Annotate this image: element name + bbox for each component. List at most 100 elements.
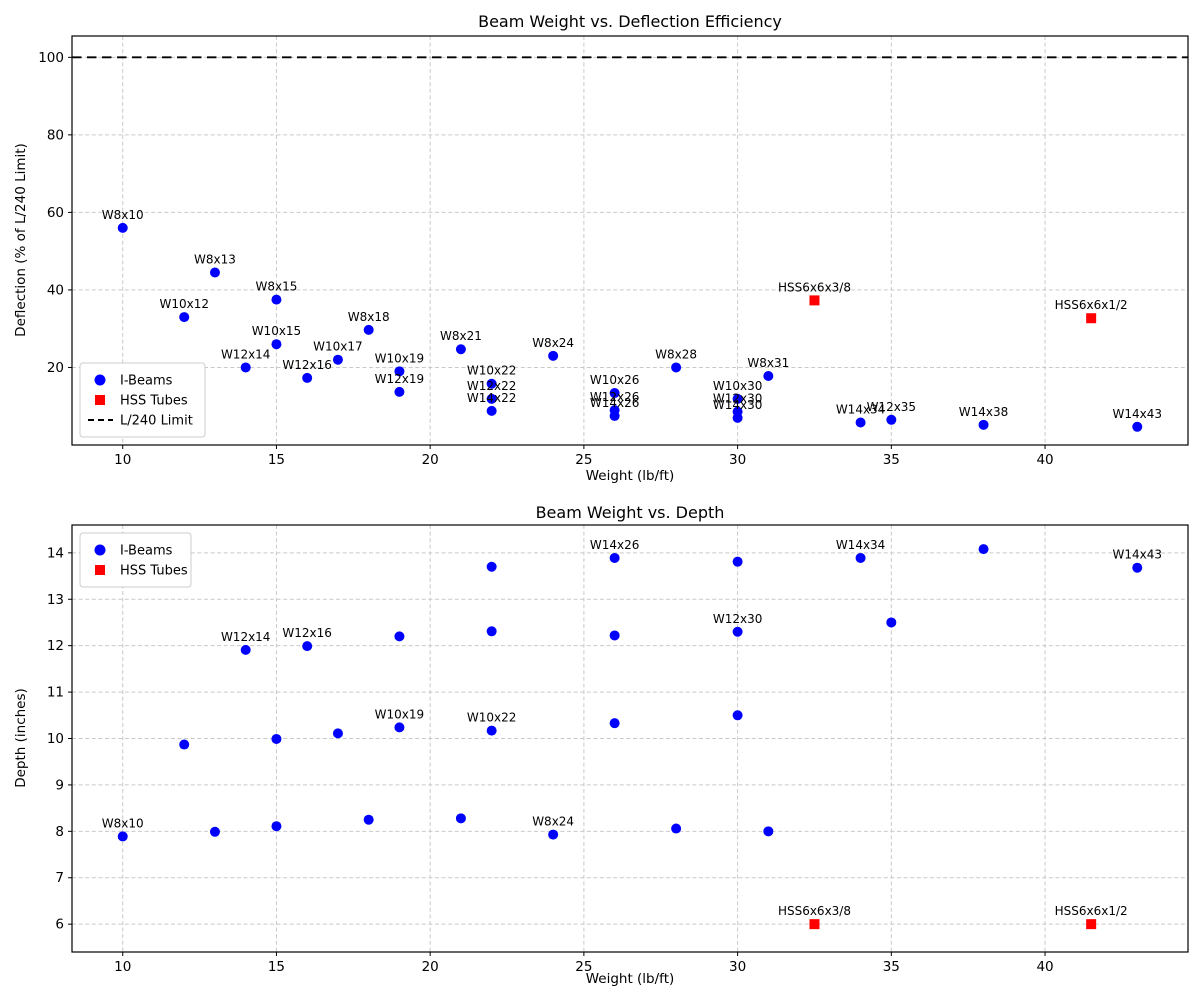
data-point — [302, 641, 313, 652]
y-tick-label: 6 — [55, 917, 64, 933]
legend-label: HSS Tubes — [120, 394, 188, 409]
point-label: W14x22 — [467, 391, 517, 405]
chart2-plot-area: 10 15 20 25 30 35 40 6 7 8 9 10 11 12 13 14 W8x10 W12x14 W… — [47, 524, 1189, 975]
point-label: W12x22 — [467, 379, 517, 393]
point-label: W12x14 — [221, 347, 271, 361]
data-point — [486, 725, 497, 736]
point-label: HSS6x6x3/8 — [778, 280, 851, 294]
data-point — [486, 405, 497, 416]
data-point — [486, 393, 497, 404]
y-tick-label: 100 — [38, 50, 64, 66]
data-point — [1086, 313, 1097, 324]
x-tick-label: 30 — [729, 959, 746, 975]
point-label: W14x43 — [1113, 548, 1163, 562]
x-tick-label: 20 — [422, 959, 439, 975]
data-point — [240, 362, 251, 373]
chart1-xlabel: Weight (lb/ft) — [585, 468, 675, 484]
point-label: W12x30 — [713, 612, 763, 626]
point-label: W8x10 — [102, 208, 144, 222]
data-point — [394, 631, 405, 642]
point-label: HSS6x6x3/8 — [778, 904, 851, 918]
point-label: HSS6x6x1/2 — [1055, 904, 1128, 918]
data-point — [609, 410, 620, 421]
data-point — [117, 222, 128, 233]
point-label: W14x38 — [959, 405, 1009, 419]
point-label: W12x16 — [282, 626, 332, 640]
x-tick-label: 10 — [114, 452, 131, 468]
data-point — [394, 722, 405, 733]
chart2-title: Beam Weight vs. Depth — [535, 503, 725, 522]
data-point — [394, 366, 405, 377]
point-label: W10x12 — [159, 297, 209, 311]
x-tick-label: 25 — [575, 959, 592, 975]
point-label: W10x15 — [252, 324, 302, 338]
data-point — [732, 393, 743, 404]
data-point — [240, 644, 251, 655]
data-point — [332, 728, 343, 739]
data-point — [394, 386, 405, 397]
legend-label: I-Beams — [120, 374, 173, 389]
data-point — [455, 344, 466, 355]
point-label: W8x10 — [102, 816, 144, 830]
x-tick-label: 40 — [1036, 959, 1053, 975]
legend-circle-marker — [94, 544, 106, 556]
data-point — [486, 378, 497, 389]
data-point — [117, 831, 128, 842]
data-point — [209, 826, 220, 837]
x-tick-label: 10 — [114, 959, 131, 975]
plot-border — [71, 524, 1189, 953]
y-tick-label: 7 — [55, 870, 64, 886]
point-label: W14x30 — [713, 398, 763, 412]
point-label: W8x21 — [440, 329, 482, 343]
point-label: W10x22 — [467, 364, 517, 378]
point-label: W12x19 — [375, 372, 425, 386]
data-point — [1132, 562, 1143, 573]
y-tick-label: 12 — [47, 638, 64, 654]
legend-square-marker — [95, 565, 105, 575]
point-label: W8x28 — [655, 347, 697, 361]
data-point — [271, 821, 282, 832]
chart1-plot-area: 10 15 20 25 30 35 40 20 40 60 80 100 W8x10 W10x12 W8x1… — [38, 35, 1189, 468]
x-tick-label: 30 — [729, 452, 746, 468]
point-label: W10x19 — [375, 351, 425, 365]
x-tick-label: 25 — [575, 452, 592, 468]
point-label: W14x34 — [836, 403, 886, 417]
y-tick-label: 8 — [55, 824, 64, 840]
data-point — [271, 339, 282, 350]
data-point — [486, 561, 497, 572]
data-point — [209, 267, 220, 278]
data-point — [763, 370, 774, 381]
data-point — [609, 388, 620, 399]
data-point — [271, 733, 282, 744]
point-label: W12x26 — [590, 390, 640, 404]
data-point — [271, 294, 282, 305]
data-point — [363, 324, 374, 335]
data-point — [1086, 919, 1097, 930]
point-label: W10x30 — [713, 379, 763, 393]
data-point — [363, 814, 374, 825]
data-point — [179, 739, 190, 750]
data-point — [332, 354, 343, 365]
x-tick-label: 35 — [883, 452, 900, 468]
data-point — [455, 813, 466, 824]
point-label: HSS6x6x1/2 — [1055, 298, 1128, 312]
y-tick-label: 10 — [47, 731, 64, 747]
point-label: W8x15 — [256, 280, 298, 294]
y-tick-label: 13 — [47, 592, 64, 608]
y-tick-label: 80 — [47, 127, 64, 143]
data-point — [732, 626, 743, 637]
point-label: W8x31 — [747, 356, 789, 370]
legend-box — [79, 532, 192, 588]
data-point — [886, 617, 897, 628]
point-label: W14x26 — [590, 538, 640, 552]
point-label: W10x17 — [313, 340, 363, 354]
data-point — [486, 626, 497, 637]
data-point — [609, 630, 620, 641]
point-label: W8x18 — [348, 310, 390, 324]
point-label: W8x24 — [532, 336, 574, 350]
data-point — [732, 710, 743, 721]
point-label: W10x22 — [467, 711, 517, 725]
point-label: W14x43 — [1113, 407, 1163, 421]
point-label: W10x26 — [590, 373, 640, 387]
